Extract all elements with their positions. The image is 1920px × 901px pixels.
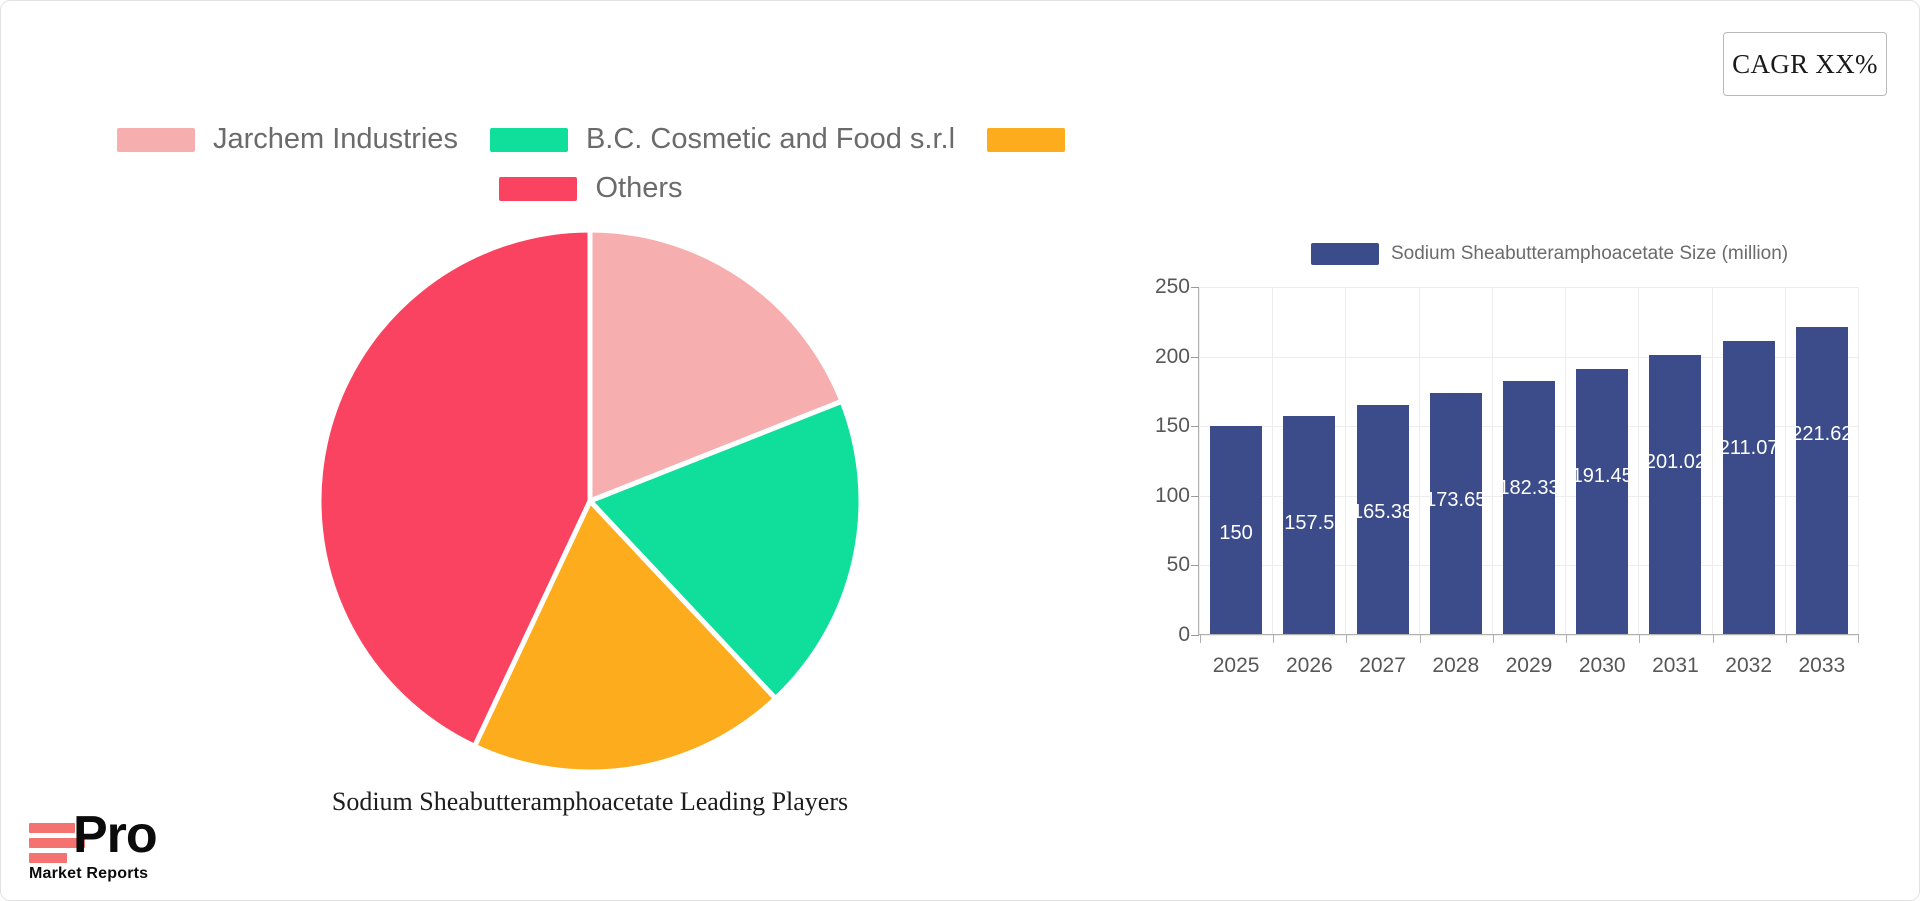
legend-swatch-icon — [1311, 243, 1379, 265]
x-tick-label: 2028 — [1432, 654, 1480, 677]
x-tick-mark — [1273, 635, 1275, 643]
pie-legend-item-jarchem-industries[interactable]: Jarchem Industries — [116, 123, 458, 156]
y-tick-mark — [1191, 565, 1199, 567]
pie-legend-label: B.C. Cosmetic and Food s.r.l — [585, 123, 956, 155]
x-tick-label: 2030 — [1578, 654, 1626, 677]
pie-legend-row: Jarchem Industries B.C. Cosmetic and Foo… — [1, 123, 1181, 156]
pie-slice[interactable] — [587, 398, 864, 702]
bar-legend-label: Sodium Sheabutteramphoacetate Size (mill… — [1391, 243, 1789, 264]
x-tick-label: 2026 — [1285, 654, 1333, 677]
bar-series: 150 2025 157.5 2026 165.38 2027 173.65 2028 182.… — [1199, 287, 1859, 677]
pie-legend: Jarchem Industries B.C. Cosmetic and Foo… — [1, 123, 1181, 221]
x-tick-mark — [1639, 635, 1641, 643]
pie-slice[interactable] — [316, 227, 593, 749]
y-tick-label: 150 — [1154, 414, 1190, 438]
x-tick-mark — [1346, 635, 1348, 643]
bar-column: 191.45 2030 — [1565, 287, 1638, 677]
y-tick-label: 200 — [1154, 344, 1190, 368]
pie-chart — [316, 227, 864, 775]
bar-column: 182.33 2029 — [1491, 287, 1565, 677]
pie-legend-item-others[interactable]: Others — [499, 172, 683, 205]
legend-swatch-icon — [489, 127, 568, 152]
pie-chart-title: Sodium Sheabutteramphoacetate Leading Pl… — [331, 787, 849, 816]
bar-column: 157.5 2026 — [1272, 287, 1345, 677]
pie-slice[interactable] — [472, 498, 779, 775]
pie-slice[interactable] — [587, 227, 845, 504]
x-tick-mark — [1857, 635, 1859, 643]
bar-value-label: 173.65 — [1425, 489, 1487, 512]
y-tick-mark — [1191, 356, 1199, 358]
pie-legend-label: Others — [595, 172, 683, 204]
x-tick-label: 2033 — [1798, 654, 1846, 677]
bar-value-label: 182.33 — [1498, 477, 1560, 500]
x-axis-line — [1198, 634, 1859, 635]
bar[interactable]: 150 — [1210, 426, 1263, 635]
bar-value-label: 150 — [1219, 522, 1253, 545]
x-tick-mark — [1566, 635, 1568, 643]
bar[interactable]: 173.65 — [1425, 393, 1486, 635]
legend-swatch-icon — [116, 127, 195, 152]
y-axis-line — [1198, 287, 1199, 635]
gridline — [1199, 356, 1859, 358]
y-tick-mark — [1191, 635, 1199, 636]
y-tick-label: 0 — [1178, 623, 1190, 646]
bar[interactable]: 201.02 — [1645, 355, 1706, 635]
bar[interactable]: 191.45 — [1572, 368, 1633, 635]
bar[interactable]: 211.07 — [1719, 341, 1778, 635]
y-tick-mark — [1191, 495, 1199, 497]
bar-column: 173.65 2028 — [1418, 287, 1492, 677]
bar-chart-legend[interactable]: Sodium Sheabutteramphoacetate Size (mill… — [1311, 243, 1788, 265]
pie-legend-item-unlabeled[interactable] — [987, 127, 1066, 152]
x-tick-label: 2032 — [1725, 654, 1772, 677]
pie-chart-svg — [316, 227, 864, 775]
bar[interactable]: 221.62 — [1791, 326, 1852, 635]
pie-legend-row: Others — [1, 172, 1181, 205]
x-tick-mark — [1492, 635, 1494, 643]
legend-swatch-icon — [987, 127, 1066, 152]
bar-column: 201.02 2031 — [1638, 287, 1711, 677]
bar[interactable]: 182.33 — [1498, 381, 1560, 635]
y-tick-label: 50 — [1166, 553, 1190, 577]
bar-column: 221.62 2033 — [1784, 287, 1859, 677]
bar-column: 211.07 2032 — [1711, 287, 1785, 677]
x-tick-mark — [1419, 635, 1421, 643]
pie-legend-label: Jarchem Industries — [212, 123, 458, 155]
x-tick-label: 2027 — [1359, 654, 1406, 677]
cagr-badge-label: CAGR XX% — [1732, 48, 1878, 79]
legend-swatch-icon — [499, 176, 578, 201]
x-tick-label: 2031 — [1652, 654, 1699, 677]
x-tick-mark — [1712, 635, 1714, 643]
bar-column: 150 2025 — [1199, 287, 1272, 677]
gridline — [1199, 635, 1859, 636]
gridline — [1199, 287, 1859, 288]
pie-legend-item-bc-cosmetic-and-food[interactable]: B.C. Cosmetic and Food s.r.l — [489, 123, 956, 156]
y-tick-label: 250 — [1154, 275, 1190, 298]
bar-value-label: 221.62 — [1791, 422, 1853, 445]
bar-value-label: 157.5 — [1284, 511, 1335, 534]
x-tick-mark — [1200, 635, 1201, 643]
logo-wordmark: Pro — [73, 806, 158, 864]
bar-value-label: 201.02 — [1644, 451, 1707, 474]
bar-value-label: 165.38 — [1351, 500, 1414, 523]
bar[interactable]: 165.38 — [1352, 404, 1413, 635]
logo: Pro Market Reports — [29, 806, 199, 882]
bar-value-label: 191.45 — [1571, 464, 1633, 487]
y-tick-mark — [1191, 426, 1199, 428]
logo-tagline: Market Reports — [29, 865, 149, 882]
x-tick-label: 2025 — [1212, 654, 1260, 677]
bar[interactable]: 157.5 — [1283, 415, 1336, 635]
bar-chart-plot-area: 0 50 100 150 200 250 150 2025 157.5 2026 165.38 20… — [1155, 275, 1859, 677]
logo-bars-icon — [29, 823, 85, 868]
bar-chart: Sodium Sheabutteramphoacetate Size (mill… — [1151, 243, 1891, 677]
bar-value-label: 211.07 — [1718, 437, 1779, 460]
bar-column: 165.38 2027 — [1345, 287, 1418, 677]
x-tick-mark — [1785, 635, 1787, 643]
cagr-badge: CAGR XX% — [1723, 32, 1887, 96]
y-tick-mark — [1191, 287, 1199, 288]
y-tick-label: 100 — [1154, 483, 1190, 507]
x-tick-label: 2029 — [1505, 654, 1553, 677]
